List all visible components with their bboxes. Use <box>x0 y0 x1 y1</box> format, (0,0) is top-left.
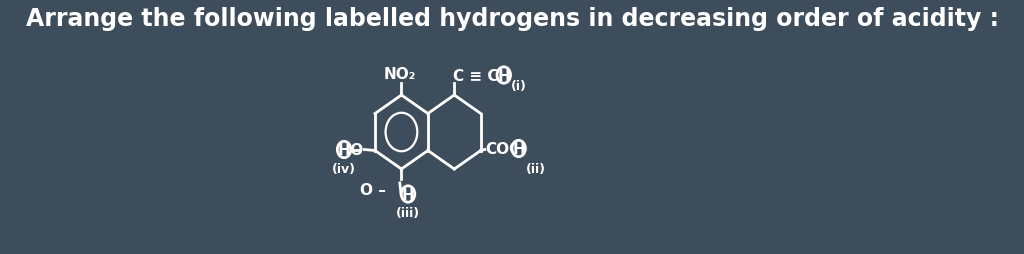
Text: NO₂: NO₂ <box>384 67 416 82</box>
Text: H: H <box>498 68 510 83</box>
Circle shape <box>337 142 351 158</box>
Circle shape <box>497 68 511 84</box>
Text: Arrange the following labelled hydrogens in decreasing order of acidity :: Arrange the following labelled hydrogens… <box>26 7 998 31</box>
Circle shape <box>401 186 415 202</box>
Text: C ≡ C –: C ≡ C – <box>453 68 516 83</box>
Text: H: H <box>401 187 415 202</box>
Text: H: H <box>338 142 350 157</box>
Text: (iii): (iii) <box>396 206 420 219</box>
Text: H: H <box>512 141 525 156</box>
Text: O: O <box>345 142 364 157</box>
Text: O –: O – <box>360 182 391 197</box>
Text: (ii): (ii) <box>526 162 546 175</box>
Text: (i): (i) <box>511 80 527 93</box>
Text: (iv): (iv) <box>332 163 356 176</box>
Text: COO: COO <box>485 141 523 156</box>
Circle shape <box>512 141 525 157</box>
